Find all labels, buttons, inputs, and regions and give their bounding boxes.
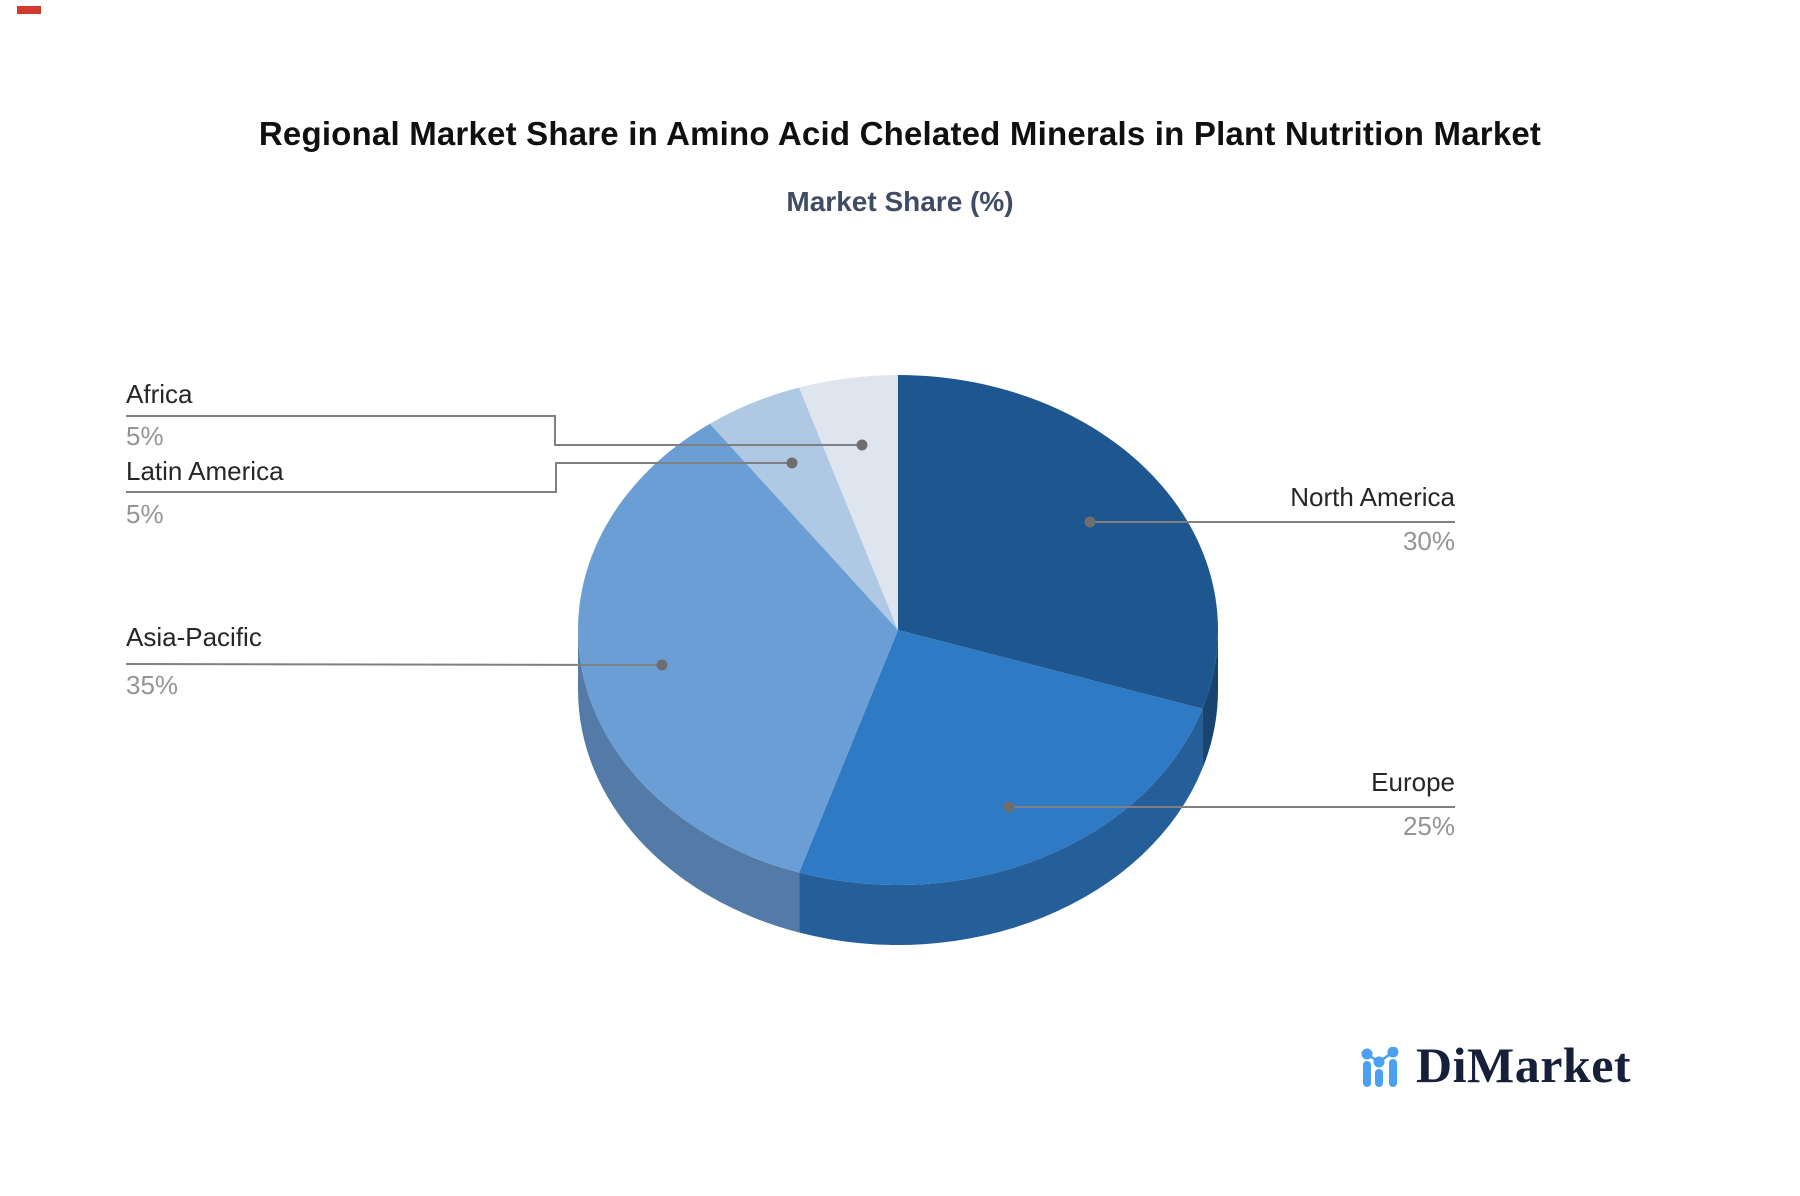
slice-value-africa: 5% (126, 421, 164, 451)
slice-label-asia-pacific: Asia-Pacific (126, 622, 262, 652)
slice-label-north-america: North America (1290, 482, 1455, 512)
pie-slice-europe[interactable] (799, 630, 1203, 885)
pie-slice-north-america[interactable] (898, 375, 1218, 709)
leader-dot (1003, 801, 1015, 813)
leader-dot (656, 659, 668, 671)
slice-value-latin-america: 5% (126, 499, 164, 529)
slice-value-asia-pacific: 35% (126, 670, 179, 700)
leader-dot (856, 439, 868, 451)
leader-dot (1084, 516, 1096, 528)
slice-label-africa: Africa (126, 379, 193, 409)
leader-dot (786, 457, 798, 469)
brand-logo: DiMarket (1360, 1040, 1631, 1090)
slice-value-north-america: 30% (1402, 526, 1455, 556)
slice-value-europe: 25% (1402, 811, 1455, 841)
pie-slice-africa[interactable] (799, 375, 898, 630)
pie-slice-side (799, 708, 1203, 945)
leader-line (126, 415, 862, 446)
chart-subtitle: Market Share (%) (786, 186, 1014, 217)
leader-line (125, 663, 663, 666)
dimarket-logo-icon (1361, 1047, 1399, 1087)
slice-label-europe: Europe (1371, 767, 1455, 797)
pie-slice-latin-america[interactable] (709, 387, 898, 630)
brand-logo-text: DiMarket (1416, 1037, 1632, 1093)
chart-title: Regional Market Share in Amino Acid Chel… (258, 115, 1542, 152)
pie-slice-side (1202, 630, 1218, 769)
pie-slice-asia-pacific[interactable] (577, 423, 898, 873)
slice-label-latin-america: Latin America (126, 456, 284, 486)
pie-slice-side (578, 630, 800, 933)
screen-artifact-mark (17, 6, 41, 14)
leader-line (126, 462, 792, 493)
